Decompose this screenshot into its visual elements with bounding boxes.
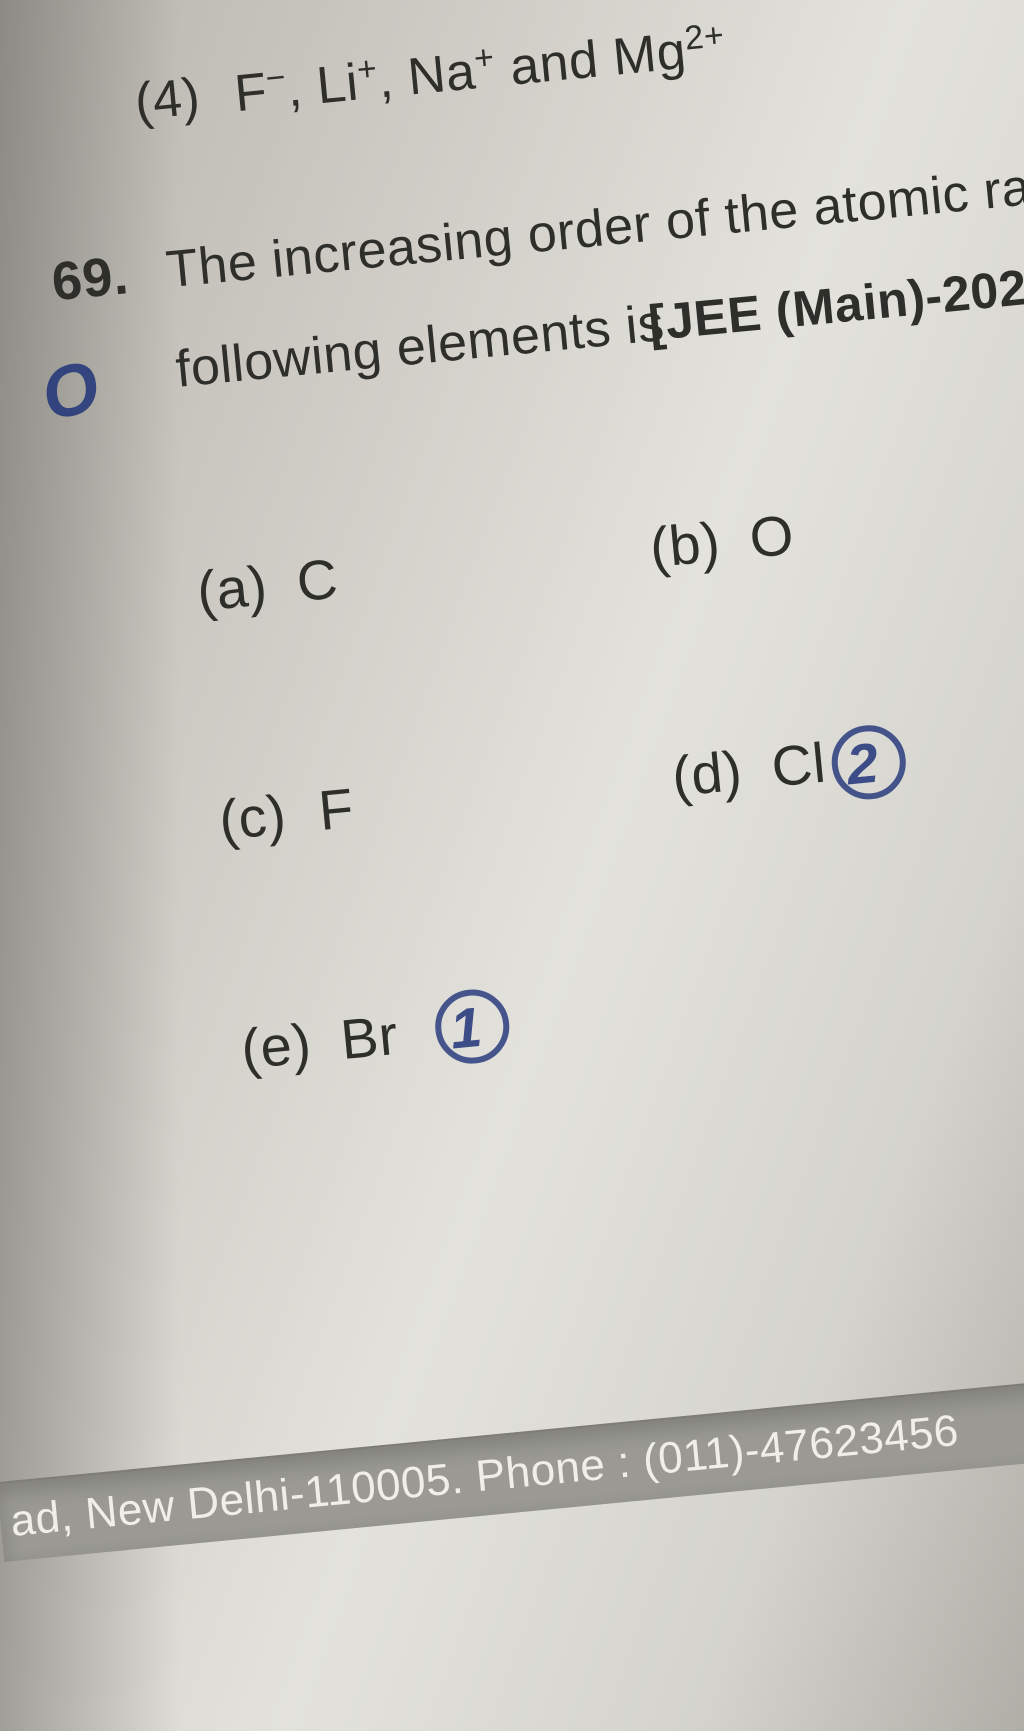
pen-mark-2: 2 [844, 730, 881, 798]
page-content: (4) F−, Li+, Na+ and Mg2+ 69. O The incr… [0, 0, 1024, 1731]
pen-mark-o-icon: O [34, 345, 108, 438]
option-d-label: (d) [669, 738, 745, 809]
footer-bar: ad, New Delhi-110005. Phone : (011)-4762… [0, 1367, 1024, 1562]
option-c-value: F [316, 775, 357, 843]
option-a-label: (a) [194, 552, 270, 623]
pen-mark-1: 1 [447, 994, 484, 1062]
option-b-label: (b) [647, 509, 723, 580]
option-c-label: (c) [216, 782, 289, 853]
question-source: [JEE (Main)-2020] [646, 254, 1024, 352]
option-a-value: C [294, 546, 341, 615]
option-b-value: O [747, 502, 797, 571]
option-e-label: (e) [238, 1010, 314, 1081]
question-number: 69. [49, 244, 131, 313]
question-line-2: following elements is [173, 293, 667, 400]
prev-option-text: F−, Li+, Na+ and Mg2+ [232, 16, 728, 124]
option-d-value: Cl [769, 730, 829, 800]
prev-option-num: (4) [132, 67, 203, 133]
footer-text: ad, New Delhi-110005. Phone : (011)-4762… [8, 1406, 961, 1546]
option-e-value: Br [338, 1002, 401, 1072]
